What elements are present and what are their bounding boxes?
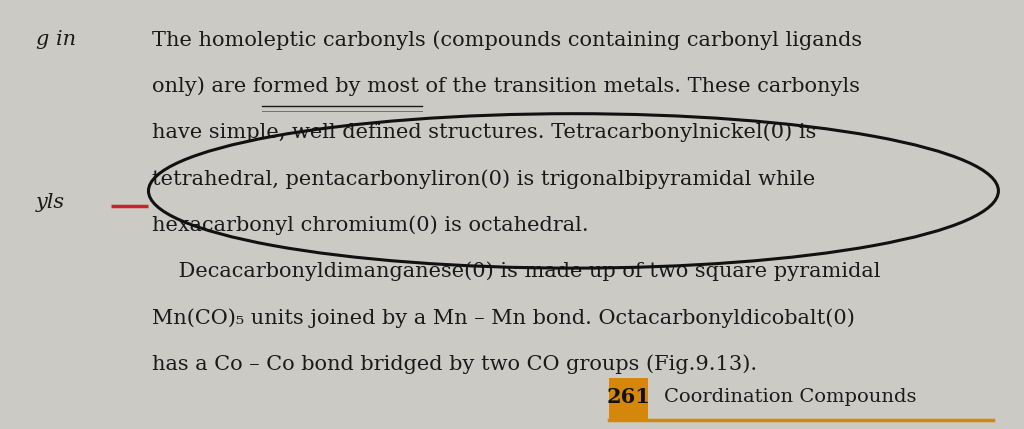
Text: has a Co – Co bond bridged by two CO groups (Fig.9.13).: has a Co – Co bond bridged by two CO gro… <box>152 354 757 374</box>
Text: Decacarbonyldimanganese(0) is made up of two square pyramidal: Decacarbonyldimanganese(0) is made up of… <box>152 262 880 281</box>
Text: g in: g in <box>36 30 76 49</box>
Text: The homoleptic carbonyls (compounds containing carbonyl ligands: The homoleptic carbonyls (compounds cont… <box>152 30 861 50</box>
FancyBboxPatch shape <box>609 378 648 420</box>
Text: have simple, well defined structures. Tetracarbonylnickel(0) is: have simple, well defined structures. Te… <box>152 123 816 142</box>
Text: Mn(CO)₅ units joined by a Mn – Mn bond. Octacarbonyldicobalt(0): Mn(CO)₅ units joined by a Mn – Mn bond. … <box>152 308 854 328</box>
Text: Coordination Compounds: Coordination Compounds <box>664 388 916 406</box>
Text: yls: yls <box>36 193 65 212</box>
Text: tetrahedral, pentacarbonyliron(0) is trigonalbipyramidal while: tetrahedral, pentacarbonyliron(0) is tri… <box>152 169 815 189</box>
Text: 261: 261 <box>607 387 650 407</box>
Text: only) are formed by most of the transition metals. These carbonyls: only) are formed by most of the transiti… <box>152 76 859 96</box>
Text: hexacarbonyl chromium(0) is octahedral.: hexacarbonyl chromium(0) is octahedral. <box>152 215 588 235</box>
